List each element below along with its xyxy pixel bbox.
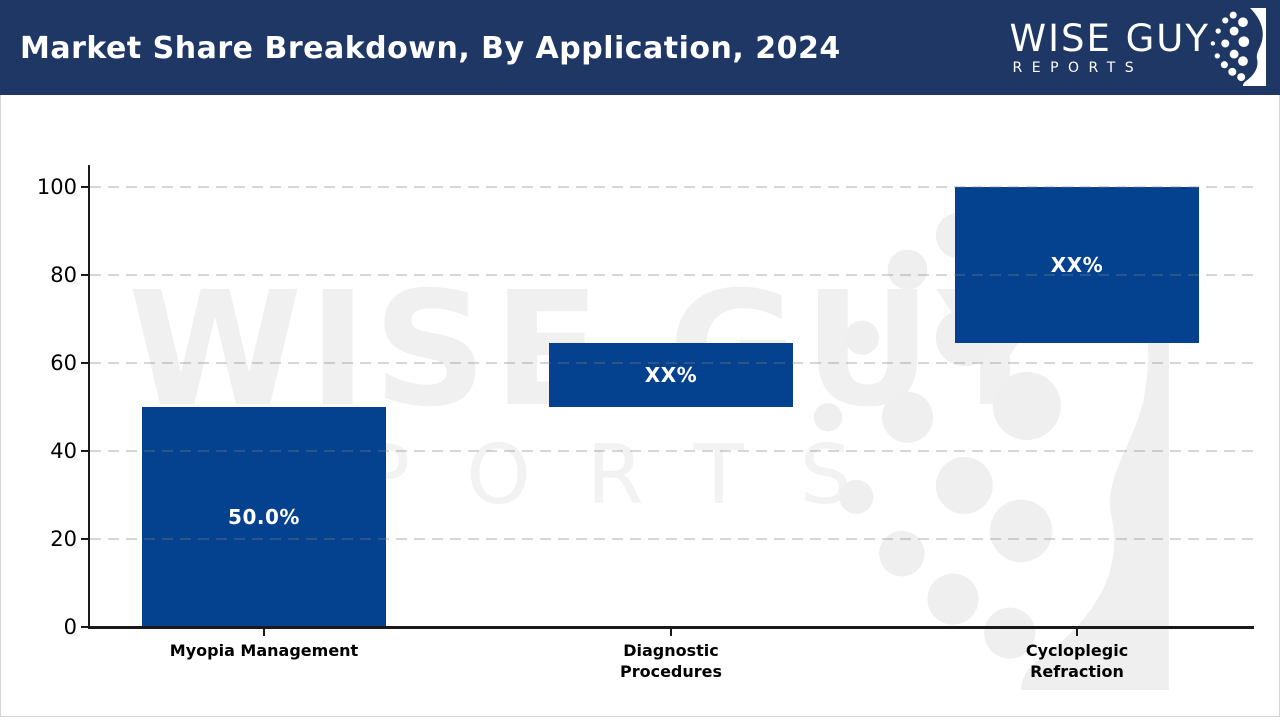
y-tick-label-60: 60: [50, 351, 77, 375]
y-tick-mark-0: [81, 626, 90, 628]
x-tick-mark-cycloplegic-refraction: [1076, 629, 1078, 636]
y-tick-mark-60: [81, 362, 90, 364]
y-tick-label-100: 100: [36, 175, 77, 199]
y-tick-label-40: 40: [50, 439, 77, 463]
bar-diagnostic-procedures: XX%: [549, 343, 793, 407]
y-tick-mark-20: [81, 538, 90, 540]
bar-myopia-management: 50.0%: [142, 407, 386, 627]
y-tick-label-20: 20: [50, 527, 77, 551]
x-axis-line: [88, 626, 1254, 629]
category-label-cycloplegic-refraction: Cycloplegic Refraction: [1025, 641, 1129, 681]
y-tick-mark-40: [81, 450, 90, 452]
y-axis-line: [88, 165, 90, 628]
y-tick-label-80: 80: [50, 263, 77, 287]
page-title: Market Share Breakdown, By Application, …: [20, 31, 841, 66]
logo-secondary-text: REPORTS: [1012, 59, 1144, 76]
category-label-myopia-management: Myopia Management: [169, 641, 359, 660]
logo-text: WISE GUY REPORTS: [1009, 16, 1210, 76]
y-tick-mark-100: [81, 186, 90, 188]
y-tick-label-0: 0: [63, 615, 77, 639]
logo: WISE GUY REPORTS: [1010, 8, 1266, 86]
y-tick-mark-80: [81, 274, 90, 276]
logo-primary-text: WISE GUY: [1009, 16, 1210, 60]
category-label-diagnostic-procedures: Diagnostic Procedures: [619, 641, 723, 681]
x-tick-mark-diagnostic-procedures: [670, 629, 672, 636]
logo-face-dots-icon: [1210, 8, 1266, 86]
bar-value-label-myopia-management: 50.0%: [228, 505, 300, 529]
bar-value-label-diagnostic-procedures: XX%: [644, 363, 698, 388]
header-bar: Market Share Breakdown, By Application, …: [0, 0, 1280, 95]
x-tick-mark-myopia-management: [263, 629, 265, 636]
